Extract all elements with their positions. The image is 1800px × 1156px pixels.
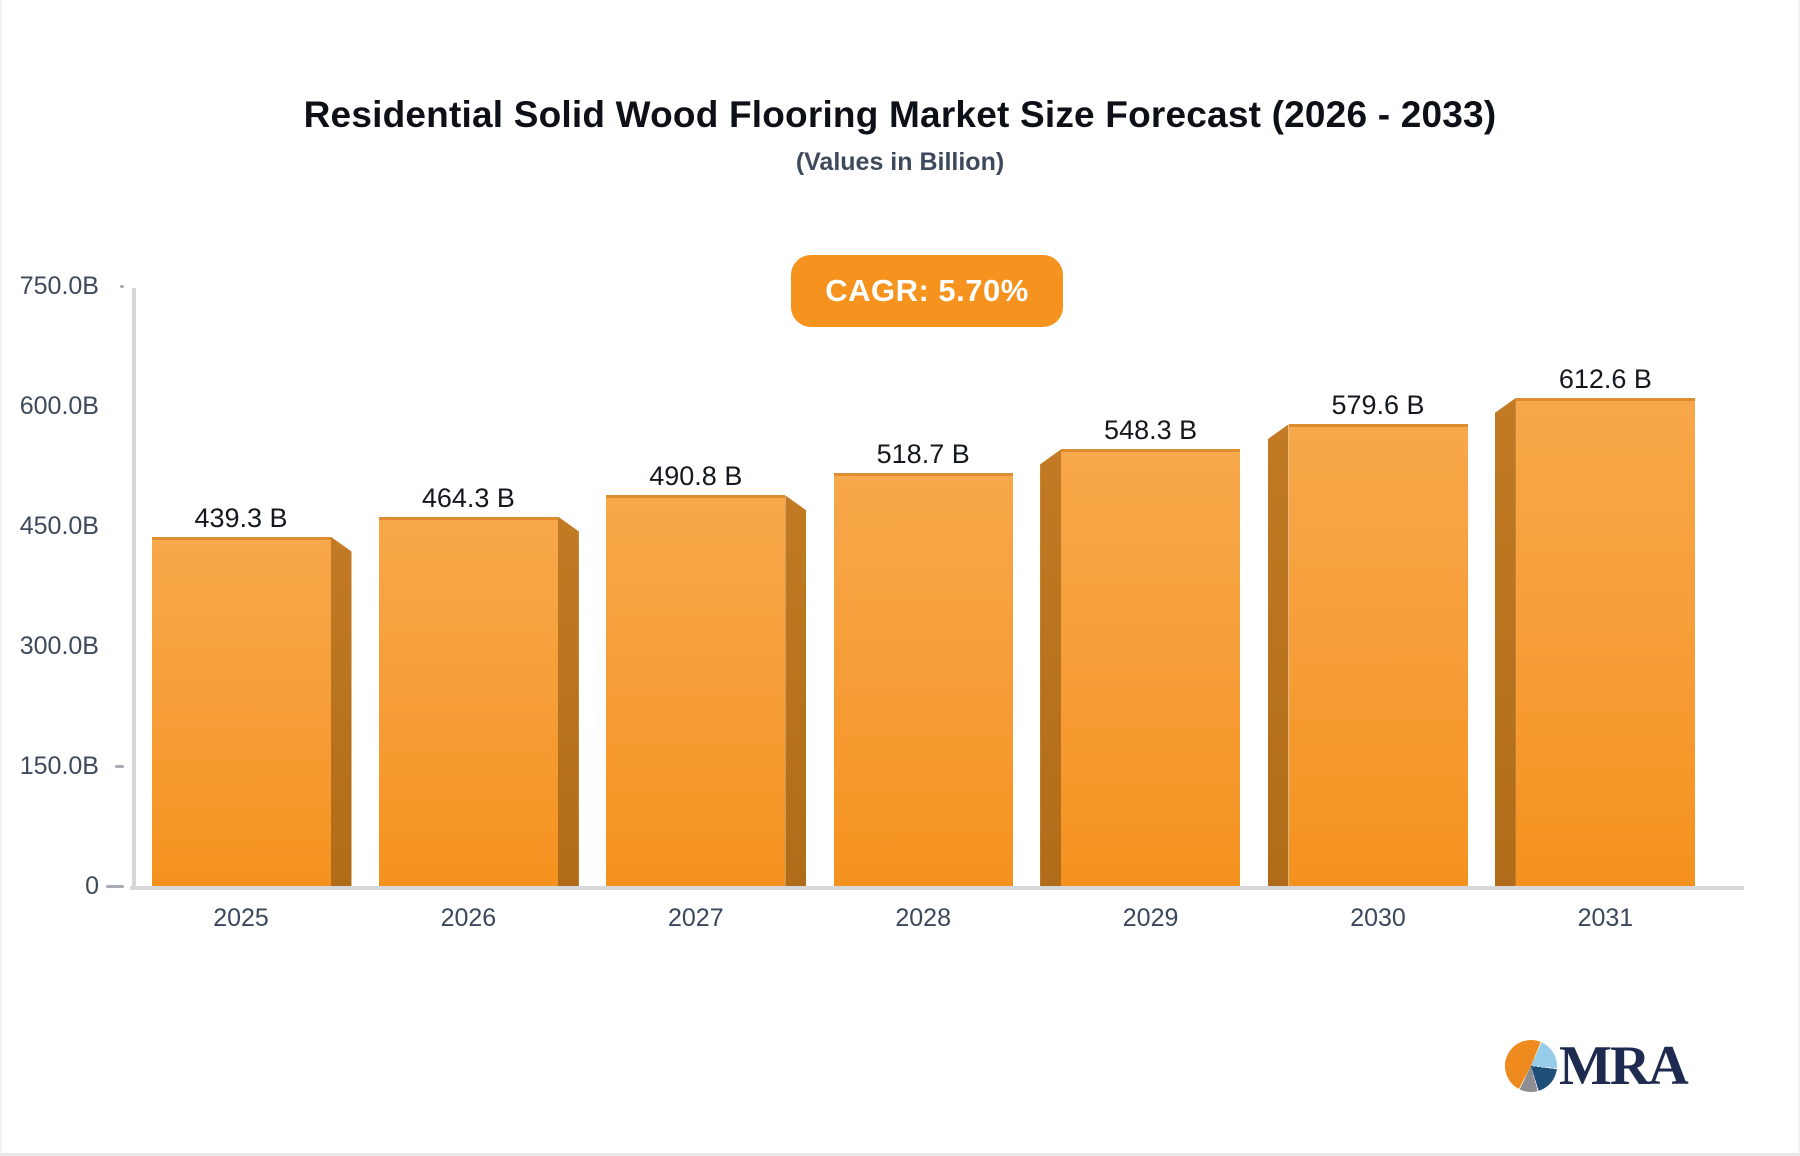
y-tick-label-600.0B: 600.0B bbox=[19, 392, 99, 420]
y-tick-mark-750.0B bbox=[120, 285, 124, 288]
x-axis-label-2027: 2027 bbox=[667, 904, 724, 932]
bar-face-2027[interactable] bbox=[606, 495, 786, 888]
y-tick-mark-150.0B bbox=[115, 765, 124, 768]
x-axis-label-2029: 2029 bbox=[1122, 904, 1179, 932]
chart-title: Residential Solid Wood Flooring Market S… bbox=[303, 94, 1497, 135]
x-axis-label-2031: 2031 bbox=[1577, 904, 1634, 932]
bar-face-2031[interactable] bbox=[1515, 397, 1695, 888]
x-axis-line bbox=[130, 886, 1744, 890]
bar-face-2029[interactable] bbox=[1061, 449, 1241, 888]
bar-side-2030 bbox=[1267, 424, 1289, 888]
chart-subtitle: (Values in Billion) bbox=[795, 148, 1005, 176]
bar-value-label-2030: 579.6 B bbox=[1331, 390, 1425, 421]
x-axis-label-2028: 2028 bbox=[895, 904, 951, 932]
mra-logo-text: MRA bbox=[1559, 1035, 1689, 1097]
bar-face-2028[interactable] bbox=[833, 473, 1013, 888]
bar-face-2030[interactable] bbox=[1288, 424, 1468, 888]
y-tick-label-0: 0 bbox=[85, 872, 99, 900]
bar-value-label-2029: 548.3 B bbox=[1104, 415, 1198, 446]
bar-face-2025[interactable] bbox=[151, 536, 331, 888]
bar-value-label-2031: 612.6 B bbox=[1558, 363, 1652, 394]
y-tick-mark-0 bbox=[106, 885, 124, 888]
x-axis-label-2030: 2030 bbox=[1350, 904, 1406, 932]
y-tick-label-450.0B: 450.0B bbox=[19, 512, 99, 540]
bar-value-label-2025: 439.3 B bbox=[194, 502, 288, 533]
y-axis-line bbox=[132, 288, 136, 888]
bar-value-label-2028: 518.7 B bbox=[876, 439, 970, 470]
y-tick-label-750.0B: 750.0B bbox=[19, 272, 99, 300]
bar-side-2031 bbox=[1494, 397, 1516, 888]
bar-side-2027 bbox=[785, 495, 807, 888]
bar-side-2026 bbox=[557, 516, 579, 888]
bar-value-label-2026: 464.3 B bbox=[421, 482, 515, 513]
mra-pie-chart-icon bbox=[1505, 1040, 1557, 1092]
bar-side-2029 bbox=[1040, 449, 1062, 888]
x-axis-label-2025: 2025 bbox=[213, 904, 269, 932]
y-tick-label-150.0B: 150.0B bbox=[19, 752, 99, 780]
x-axis-label-2026: 2026 bbox=[440, 904, 497, 932]
cagr-badge: CAGR: 5.70% bbox=[791, 255, 1063, 327]
bar-value-label-2027: 490.8 B bbox=[649, 461, 743, 492]
bar-face-2026[interactable] bbox=[378, 516, 558, 888]
bar-side-2025 bbox=[330, 536, 352, 888]
mra-logo: MRA bbox=[1505, 1035, 1689, 1097]
y-tick-label-300.0B: 300.0B bbox=[19, 632, 99, 660]
